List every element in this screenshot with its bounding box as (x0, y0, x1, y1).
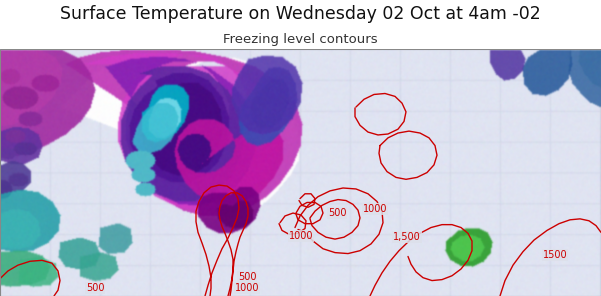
Text: 1000: 1000 (363, 204, 387, 214)
Text: 1000: 1000 (288, 231, 313, 241)
Text: Surface Temperature on Wednesday 02 Oct at 4am -02: Surface Temperature on Wednesday 02 Oct … (60, 5, 541, 23)
Text: 500: 500 (86, 283, 104, 293)
Text: Freezing level contours: Freezing level contours (223, 33, 378, 46)
Text: 1,500: 1,500 (393, 232, 421, 242)
Text: 500: 500 (328, 208, 346, 218)
Text: 1500: 1500 (543, 250, 567, 260)
Text: 500: 500 (238, 272, 256, 282)
Text: 1000: 1000 (235, 283, 259, 293)
